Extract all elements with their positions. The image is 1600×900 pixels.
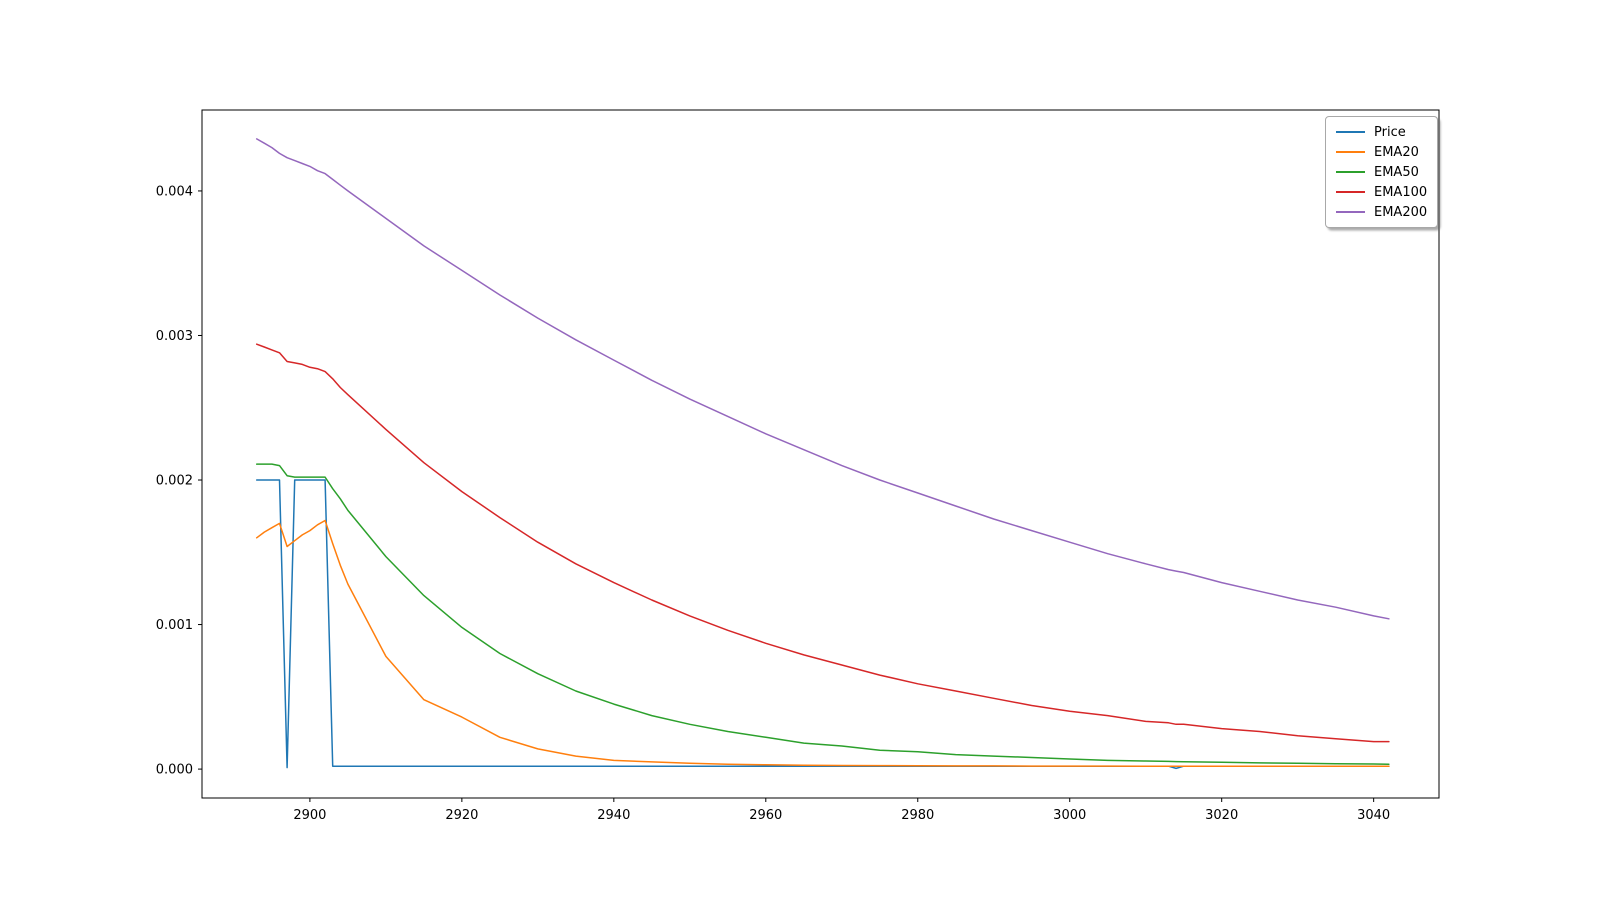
legend-line-sample-ema20 — [1336, 151, 1365, 153]
legend-label: EMA100 — [1374, 184, 1428, 200]
series-line-price — [255, 479, 1390, 770]
legend-item-ema200: EMA200 — [1336, 204, 1427, 220]
x-tick-label: 2920 — [445, 808, 478, 823]
series-line-ema100 — [255, 343, 1390, 743]
x-tick-label: 2960 — [749, 808, 782, 823]
series-line-ema50 — [255, 463, 1390, 765]
x-tick-label: 2900 — [293, 808, 326, 823]
x-tick-label: 3000 — [1053, 808, 1086, 823]
y-tick-label: 0.000 — [156, 763, 193, 778]
y-tick-label: 0.001 — [156, 618, 193, 633]
x-tick-label: 3020 — [1205, 808, 1238, 823]
legend-box: Price EMA20 EMA50 EMA100 EMA200 — [1325, 116, 1439, 228]
legend-line-sample-price — [1336, 131, 1365, 133]
legend-line-sample-ema200 — [1336, 211, 1365, 213]
y-tick-label: 0.004 — [156, 184, 193, 199]
legend-item-ema50: EMA50 — [1336, 164, 1427, 180]
legend-item-ema100: EMA100 — [1336, 184, 1427, 200]
series-line-ema20 — [255, 519, 1390, 767]
x-tick-label: 2980 — [901, 808, 934, 823]
y-tick-label: 0.002 — [156, 474, 193, 489]
y-tick-label: 0.003 — [156, 329, 193, 344]
legend-label: EMA20 — [1374, 144, 1419, 160]
legend-line-sample-ema100 — [1336, 191, 1365, 193]
legend-label: EMA50 — [1374, 164, 1419, 180]
legend-label: EMA200 — [1374, 204, 1428, 220]
x-tick-label: 2940 — [597, 808, 630, 823]
series-line-ema200 — [255, 138, 1390, 620]
legend-item-ema20: EMA20 — [1336, 144, 1427, 160]
axes-frame — [201, 109, 1440, 799]
legend-item-price: Price — [1336, 124, 1427, 140]
legend-line-sample-ema50 — [1336, 171, 1365, 173]
x-tick-label: 3040 — [1357, 808, 1390, 823]
legend-label: Price — [1374, 124, 1406, 140]
